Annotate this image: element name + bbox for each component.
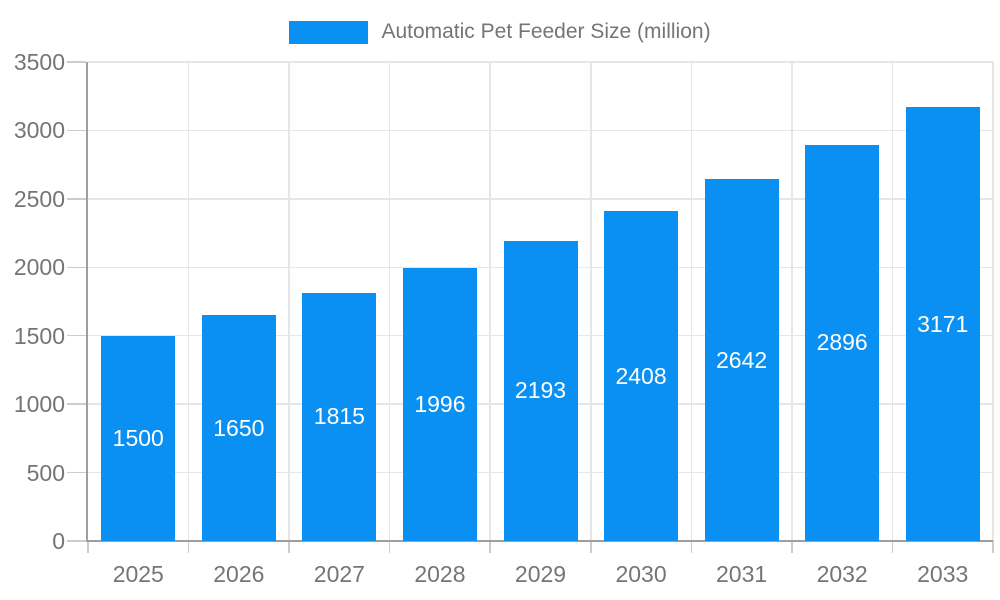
x-tick-label: 2027 bbox=[313, 561, 365, 587]
v-gridline bbox=[992, 62, 994, 541]
v-gridline bbox=[791, 62, 793, 541]
y-tick-label: 2000 bbox=[13, 254, 65, 281]
y-axis-line bbox=[86, 62, 88, 541]
y-tick-label: 1500 bbox=[13, 322, 65, 349]
x-tick bbox=[388, 541, 391, 553]
x-tick bbox=[791, 541, 793, 553]
bar-value-label: 1650 bbox=[213, 414, 265, 441]
y-tick-label: 3000 bbox=[13, 117, 65, 144]
bar-value-label: 2193 bbox=[514, 377, 567, 404]
y-tick-label: 3500 bbox=[13, 49, 65, 75]
bar[interactable]: 2896 bbox=[805, 144, 880, 541]
x-tick-label: 2026 bbox=[213, 561, 265, 587]
bar-value-label: 1996 bbox=[414, 390, 466, 417]
h-gridline bbox=[88, 129, 993, 132]
v-gridline bbox=[891, 62, 894, 541]
v-gridline bbox=[288, 62, 290, 541]
x-tick bbox=[590, 541, 592, 553]
x-tick-label: 2031 bbox=[716, 561, 768, 587]
x-tick bbox=[992, 541, 994, 553]
bar-value-label: 2642 bbox=[716, 346, 768, 373]
y-tick bbox=[67, 540, 86, 542]
x-tick bbox=[187, 541, 190, 553]
x-tick-label: 2028 bbox=[414, 561, 466, 587]
x-tick-label: 2033 bbox=[917, 561, 969, 587]
y-tick bbox=[67, 334, 86, 337]
x-axis-line bbox=[86, 540, 993, 542]
y-tick-label: 500 bbox=[26, 459, 65, 486]
bar-value-label: 1815 bbox=[313, 403, 365, 430]
v-gridline bbox=[690, 62, 693, 541]
v-gridline bbox=[590, 62, 592, 541]
legend-swatch-icon bbox=[289, 20, 369, 44]
v-gridline bbox=[388, 62, 391, 541]
y-tick-label: 2500 bbox=[13, 185, 65, 212]
bar[interactable]: 1996 bbox=[402, 267, 477, 541]
h-gridline bbox=[88, 198, 993, 200]
x-tick bbox=[288, 541, 290, 553]
y-tick bbox=[67, 266, 86, 269]
h-gridline bbox=[88, 61, 993, 63]
x-tick bbox=[489, 541, 491, 553]
bar[interactable]: 1650 bbox=[201, 315, 276, 541]
x-tick-label: 2025 bbox=[112, 561, 164, 587]
bar[interactable]: 3171 bbox=[905, 107, 980, 541]
v-gridline bbox=[489, 62, 491, 541]
x-tick-label: 2029 bbox=[514, 561, 567, 587]
x-tick bbox=[690, 541, 693, 553]
y-tick bbox=[67, 403, 86, 405]
bar[interactable]: 1815 bbox=[302, 292, 377, 541]
legend-label: Automatic Pet Feeder Size (million) bbox=[381, 20, 711, 43]
y-tick bbox=[67, 61, 86, 63]
x-tick bbox=[891, 541, 894, 553]
legend[interactable]: Automatic Pet Feeder Size (million) bbox=[0, 20, 1000, 44]
x-tick-label: 2030 bbox=[615, 561, 667, 587]
y-tick bbox=[67, 471, 86, 474]
v-gridline bbox=[187, 62, 190, 541]
bar-value-label: 1500 bbox=[112, 424, 164, 451]
y-tick bbox=[67, 129, 86, 132]
y-tick-label: 1000 bbox=[13, 391, 65, 418]
bar[interactable]: 2642 bbox=[704, 179, 779, 541]
bar-value-label: 2408 bbox=[615, 362, 667, 389]
x-tick-label: 2032 bbox=[816, 561, 868, 587]
bar[interactable]: 1500 bbox=[101, 335, 176, 541]
bar-value-label: 3171 bbox=[917, 310, 969, 337]
y-tick-label: 0 bbox=[52, 528, 65, 554]
bar[interactable]: 2408 bbox=[604, 211, 679, 541]
x-tick bbox=[87, 541, 89, 553]
y-tick bbox=[67, 198, 86, 200]
bar[interactable]: 2193 bbox=[503, 240, 578, 541]
bar-value-label: 2896 bbox=[816, 329, 868, 356]
